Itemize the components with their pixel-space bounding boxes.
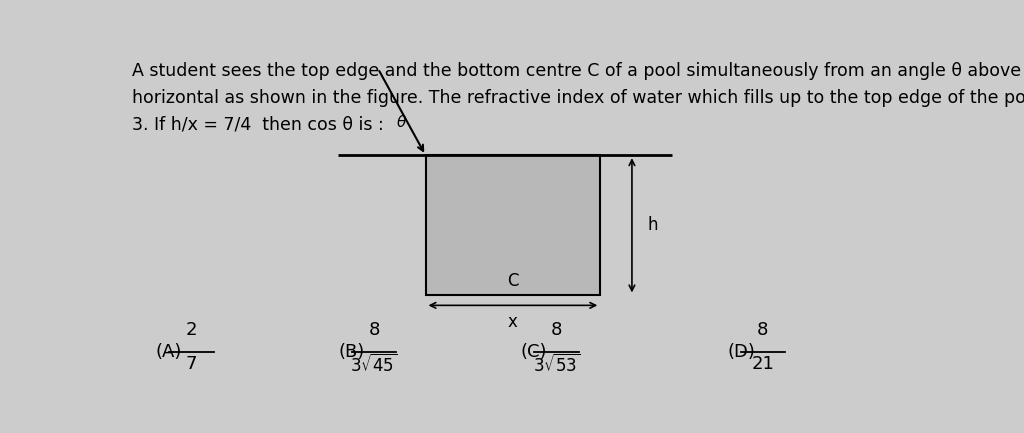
Bar — [426, 155, 600, 295]
Text: 8: 8 — [757, 321, 769, 339]
Text: 21: 21 — [752, 355, 774, 373]
Text: $\theta$: $\theta$ — [396, 114, 408, 130]
Text: 3. If h/x = 7/4  then cos θ is :: 3. If h/x = 7/4 then cos θ is : — [132, 115, 384, 133]
Text: 8: 8 — [369, 321, 380, 339]
Text: x: x — [508, 313, 518, 331]
Text: (C): (C) — [521, 343, 548, 361]
Text: (B): (B) — [338, 343, 365, 361]
Text: h: h — [648, 216, 658, 234]
Text: (A): (A) — [156, 343, 182, 361]
Text: C: C — [507, 272, 518, 291]
Text: $3\sqrt{53}$: $3\sqrt{53}$ — [532, 354, 581, 376]
Text: A student sees the top edge and the bottom centre C of a pool simultaneously fro: A student sees the top edge and the bott… — [132, 62, 1024, 80]
Text: $3\sqrt{45}$: $3\sqrt{45}$ — [350, 354, 397, 376]
Text: horizontal as shown in the figure. The refractive index of water which fills up : horizontal as shown in the figure. The r… — [132, 89, 1024, 107]
Text: 8: 8 — [551, 321, 562, 339]
Text: 7: 7 — [185, 355, 198, 373]
Text: 2: 2 — [185, 321, 198, 339]
Text: (D): (D) — [727, 343, 755, 361]
